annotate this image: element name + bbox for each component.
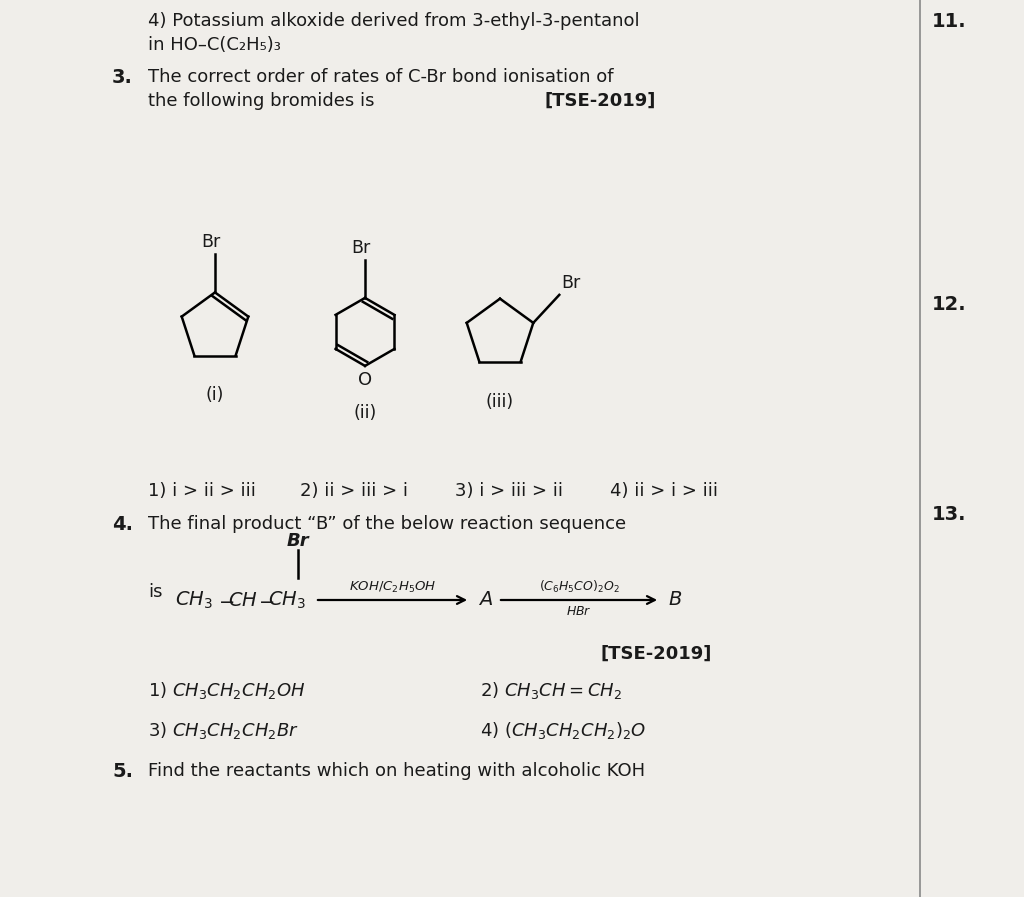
Text: $\mathit{-}$: $\mathit{-}$ — [258, 590, 274, 609]
Text: 3.: 3. — [112, 68, 133, 87]
Text: 4) ii > i > iii: 4) ii > i > iii — [610, 482, 718, 500]
Text: [TSE-2019]: [TSE-2019] — [545, 92, 656, 110]
Text: O: O — [358, 370, 372, 389]
Text: $\mathit{CH}$: $\mathit{CH}$ — [228, 590, 258, 609]
Text: 5.: 5. — [112, 762, 133, 781]
Text: 13.: 13. — [932, 505, 967, 524]
Text: 11.: 11. — [932, 12, 967, 31]
Text: The correct order of rates of C-Br bond ionisation of: The correct order of rates of C-Br bond … — [148, 68, 613, 86]
Text: The final product “B” of the below reaction sequence: The final product “B” of the below react… — [148, 515, 626, 533]
Text: 3) $CH_3CH_2CH_2Br$: 3) $CH_3CH_2CH_2Br$ — [148, 720, 299, 741]
Text: $(C_6H_5CO)_2O_2$: $(C_6H_5CO)_2O_2$ — [539, 579, 620, 595]
Text: Br: Br — [561, 274, 581, 292]
Text: $\mathit{CH_3}$: $\mathit{CH_3}$ — [268, 589, 306, 611]
Text: Find the reactants which on heating with alcoholic KOH: Find the reactants which on heating with… — [148, 762, 645, 780]
Text: 3) i > iii > ii: 3) i > iii > ii — [455, 482, 563, 500]
Text: (ii): (ii) — [353, 404, 377, 422]
Text: 4.: 4. — [112, 515, 133, 534]
Text: $\mathit{-}$: $\mathit{-}$ — [218, 590, 234, 609]
Text: $HBr$: $HBr$ — [566, 605, 592, 618]
Text: $\mathit{CH_3}$: $\mathit{CH_3}$ — [175, 589, 213, 611]
Text: the following bromides is: the following bromides is — [148, 92, 375, 110]
Text: Br: Br — [287, 532, 309, 550]
Text: in HO–C(C₂H₅)₃: in HO–C(C₂H₅)₃ — [148, 36, 281, 54]
Text: 1) i > ii > iii: 1) i > ii > iii — [148, 482, 256, 500]
Text: $KOH/C_2H_5OH$: $KOH/C_2H_5OH$ — [349, 579, 436, 595]
Text: (i): (i) — [206, 387, 224, 405]
Text: Br: Br — [351, 239, 371, 257]
Text: 4) $(CH_3CH_2CH_2)_2O$: 4) $(CH_3CH_2CH_2)_2O$ — [480, 720, 646, 741]
Text: is: is — [148, 583, 163, 601]
Text: (iii): (iii) — [486, 393, 514, 411]
Text: 2) ii > iii > i: 2) ii > iii > i — [300, 482, 408, 500]
Text: 12.: 12. — [932, 295, 967, 314]
Text: $A$: $A$ — [478, 589, 493, 608]
Text: 1) $CH_3CH_2CH_2OH$: 1) $CH_3CH_2CH_2OH$ — [148, 680, 305, 701]
Text: 4) Potassium alkoxide derived from 3-ethyl-3-pentanol: 4) Potassium alkoxide derived from 3-eth… — [148, 12, 640, 30]
Text: $B$: $B$ — [668, 589, 682, 608]
Text: 2) $CH_3CH{=}CH_2$: 2) $CH_3CH{=}CH_2$ — [480, 680, 622, 701]
Text: [TSE-2019]: [TSE-2019] — [600, 645, 712, 663]
Text: Br: Br — [201, 233, 220, 251]
